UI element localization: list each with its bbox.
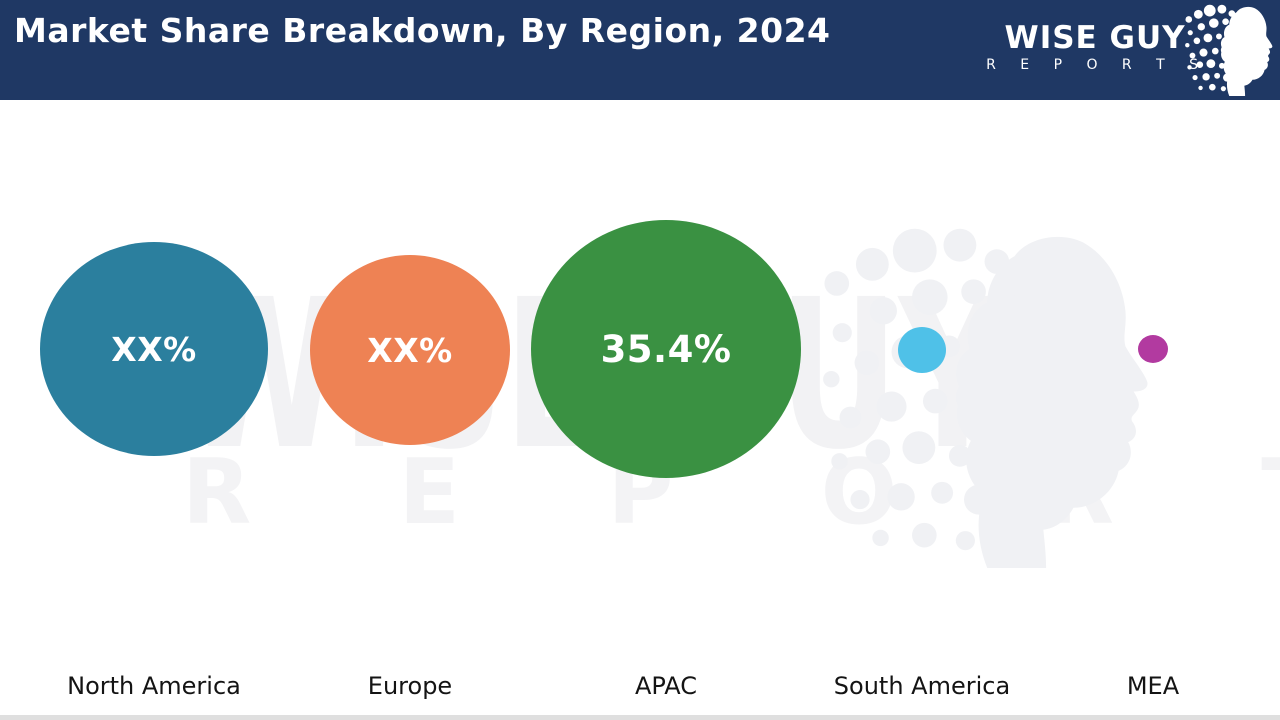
category-label-north-america: North America (67, 672, 241, 700)
bubble-mea (1138, 335, 1168, 363)
page-title: Market Share Breakdown, By Region, 2024 (14, 11, 831, 50)
wiseguy-head-icon (1182, 4, 1278, 96)
bottom-strip (0, 715, 1280, 720)
bubble-value-label: XX% (367, 330, 453, 370)
brand-logo: WISE GUY R E P O R T S (986, 0, 1280, 100)
brand-name: WISE GUY (1004, 20, 1186, 56)
category-label-mea: MEA (1126, 672, 1180, 700)
bubble-north-america: XX% (40, 242, 268, 456)
bubble-apac: 35.4% (531, 220, 801, 478)
bubble-value-label: 35.4% (600, 327, 732, 371)
brand-subtitle: R E P O R T S (986, 57, 1208, 74)
brand-logo-text: WISE GUY R E P O R T S (982, 21, 1208, 73)
header-bar: Market Share Breakdown, By Region, 2024 … (0, 0, 1280, 100)
category-label-south-america: South America (833, 672, 1011, 700)
category-label-apac: APAC (634, 672, 698, 700)
bubble-value-label: XX% (111, 329, 197, 369)
bubble-chart: XX% North America XX% Europe 35.4% APAC South … (0, 100, 1280, 715)
category-label-europe: Europe (367, 672, 453, 700)
bubble-south-america (898, 327, 946, 373)
bubble-europe: XX% (310, 255, 510, 445)
